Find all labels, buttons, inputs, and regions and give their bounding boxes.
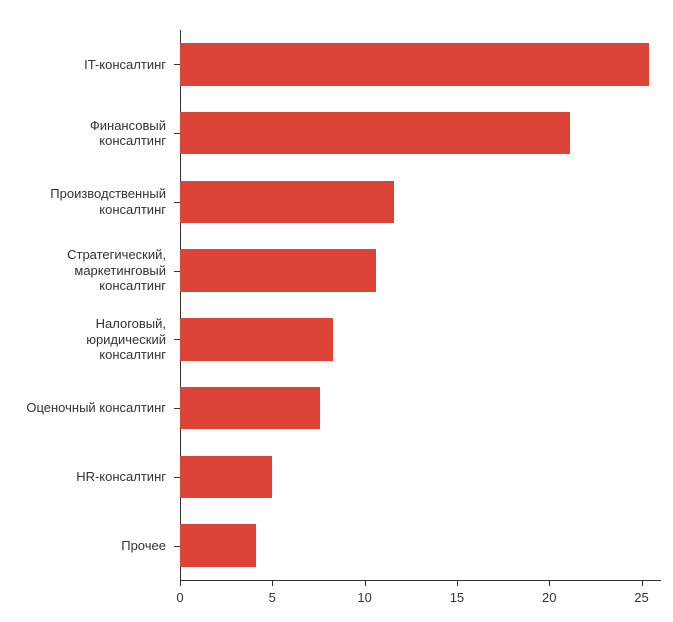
x-tick-mark <box>272 580 273 586</box>
y-tick-mark <box>174 133 180 134</box>
bar <box>180 456 272 499</box>
x-tick-label: 0 <box>176 590 183 605</box>
bar <box>180 112 570 155</box>
y-axis-label: HR-консалтинг <box>0 443 166 512</box>
y-axis-label: Прочее <box>0 511 166 580</box>
bar <box>180 318 333 361</box>
y-tick-mark <box>174 408 180 409</box>
y-tick-mark <box>174 202 180 203</box>
bar <box>180 387 320 430</box>
y-axis-label: Производственный консалтинг <box>0 168 166 237</box>
x-tick-mark <box>365 580 366 586</box>
x-tick-mark <box>642 580 643 586</box>
y-axis-label: Финансовый консалтинг <box>0 99 166 168</box>
y-tick-mark <box>174 546 180 547</box>
y-axis-label: Налоговый, юридический консалтинг <box>0 305 166 374</box>
bar <box>180 43 649 86</box>
bar <box>180 181 394 224</box>
y-axis-label: IT-консалтинг <box>0 30 166 99</box>
consulting-bar-chart: IT-консалтингФинансовый консалтингПроизв… <box>0 0 673 622</box>
x-tick-label: 15 <box>450 590 464 605</box>
y-tick-mark <box>174 64 180 65</box>
bar <box>180 524 256 567</box>
y-axis-label: Оценочный консалтинг <box>0 374 166 443</box>
x-tick-label: 20 <box>542 590 556 605</box>
x-tick-label: 10 <box>357 590 371 605</box>
y-tick-mark <box>174 339 180 340</box>
x-tick-mark <box>549 580 550 586</box>
y-tick-mark <box>174 271 180 272</box>
y-axis-label: Стратегический, маркетинговый консалтинг <box>0 236 166 305</box>
bar <box>180 249 376 292</box>
y-tick-mark <box>174 477 180 478</box>
x-tick-mark <box>180 580 181 586</box>
x-tick-mark <box>457 580 458 586</box>
x-tick-label: 5 <box>269 590 276 605</box>
x-tick-label: 25 <box>634 590 648 605</box>
